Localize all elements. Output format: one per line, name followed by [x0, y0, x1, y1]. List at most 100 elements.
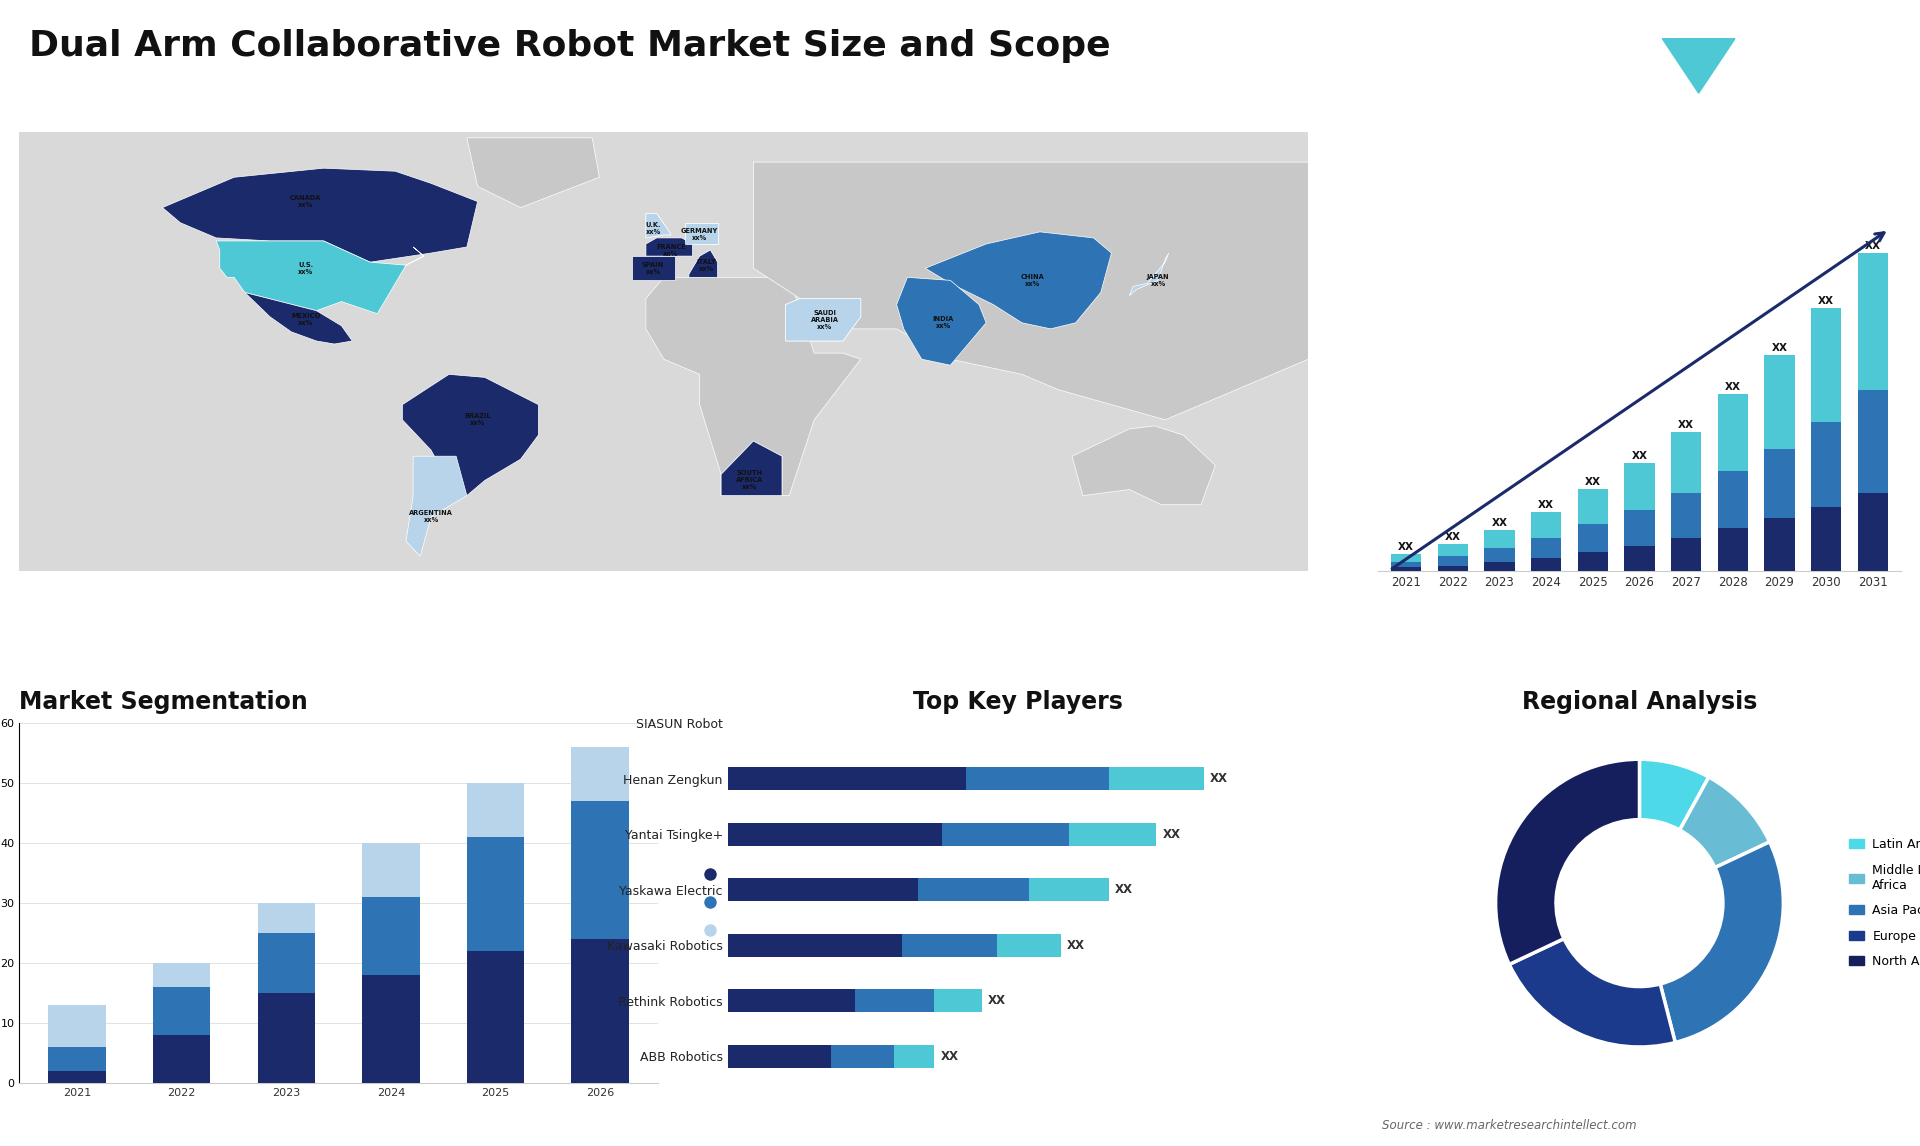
Text: GERMANY
xx%: GERMANY xx% — [682, 228, 718, 242]
Text: SOUTH
AFRICA
xx%: SOUTH AFRICA xx% — [735, 471, 764, 490]
Bar — [1108, 767, 1204, 791]
Polygon shape — [645, 213, 670, 238]
Bar — [1718, 528, 1747, 572]
Text: XX: XX — [1772, 343, 1788, 353]
Text: XX: XX — [1068, 939, 1085, 952]
Bar — [728, 1045, 831, 1068]
Text: ARGENTINA
xx%: ARGENTINA xx% — [409, 510, 453, 524]
Bar — [467, 838, 524, 951]
Bar — [1718, 394, 1747, 471]
Bar — [467, 951, 524, 1083]
Text: INDIA
xx%: INDIA xx% — [933, 316, 954, 329]
Bar — [1859, 253, 1887, 391]
Bar — [933, 989, 981, 1012]
Polygon shape — [753, 162, 1308, 419]
Text: MEXICO
xx%: MEXICO xx% — [292, 313, 321, 327]
Text: XX: XX — [1162, 827, 1181, 841]
Wedge shape — [1680, 777, 1770, 868]
Polygon shape — [1129, 253, 1169, 296]
Polygon shape — [163, 168, 478, 262]
Text: SAUDI
ARABIA
xx%: SAUDI ARABIA xx% — [810, 309, 839, 330]
Bar — [1811, 507, 1841, 572]
Bar — [1438, 544, 1469, 556]
Bar — [48, 1005, 106, 1047]
Bar — [1670, 493, 1701, 537]
Bar — [572, 747, 630, 801]
Polygon shape — [785, 299, 860, 342]
Text: XX: XX — [1632, 452, 1647, 462]
Polygon shape — [1663, 39, 1736, 93]
Bar — [1624, 463, 1655, 510]
Bar — [154, 1035, 211, 1083]
Bar — [728, 823, 943, 846]
Bar — [1811, 422, 1841, 507]
Polygon shape — [689, 250, 718, 277]
Bar — [1390, 562, 1421, 567]
Text: Market Segmentation: Market Segmentation — [19, 690, 307, 714]
Text: XX: XX — [1538, 501, 1553, 510]
Polygon shape — [785, 299, 860, 342]
Text: Dual Arm Collaborative Robot Market Size and Scope: Dual Arm Collaborative Robot Market Size… — [29, 29, 1110, 63]
Bar — [1438, 556, 1469, 565]
Bar — [1578, 524, 1607, 551]
Bar — [1484, 548, 1515, 562]
Bar — [572, 939, 630, 1083]
Bar — [1764, 518, 1795, 572]
Polygon shape — [897, 277, 987, 366]
Text: XX: XX — [941, 1050, 958, 1062]
Bar — [363, 843, 420, 897]
Text: CANADA
xx%: CANADA xx% — [290, 195, 321, 209]
Bar — [257, 933, 315, 994]
Text: XX: XX — [1444, 532, 1461, 542]
Bar — [831, 1045, 895, 1068]
Legend: Type, Application, Geography: Type, Application, Geography — [691, 863, 816, 943]
Bar — [902, 934, 998, 957]
Polygon shape — [722, 441, 781, 495]
Bar — [48, 1047, 106, 1072]
Bar — [1859, 493, 1887, 572]
Bar — [48, 1072, 106, 1083]
Bar — [1624, 510, 1655, 545]
Bar — [1670, 432, 1701, 493]
Text: XX: XX — [1398, 542, 1415, 551]
Polygon shape — [722, 441, 781, 495]
Text: XX: XX — [1584, 477, 1601, 487]
Text: JAPAN
xx%: JAPAN xx% — [1146, 274, 1169, 286]
Bar — [728, 934, 902, 957]
Bar — [1811, 308, 1841, 422]
Text: XX: XX — [1116, 884, 1133, 896]
Wedge shape — [1661, 842, 1784, 1043]
Circle shape — [1555, 819, 1722, 987]
Wedge shape — [1509, 939, 1676, 1047]
Wedge shape — [1496, 760, 1640, 965]
Bar — [1670, 537, 1701, 572]
Polygon shape — [467, 138, 599, 207]
Bar — [1438, 565, 1469, 572]
Text: XX: XX — [989, 995, 1006, 1007]
Polygon shape — [246, 292, 351, 344]
Text: U.S.
xx%: U.S. xx% — [298, 261, 313, 275]
Polygon shape — [925, 231, 1112, 329]
Polygon shape — [217, 241, 424, 314]
Bar — [998, 934, 1062, 957]
Bar — [154, 963, 211, 987]
Polygon shape — [689, 250, 718, 277]
Polygon shape — [403, 375, 538, 495]
Polygon shape — [645, 277, 860, 495]
Bar — [1764, 449, 1795, 518]
Bar — [1484, 562, 1515, 572]
Bar — [572, 801, 630, 939]
Polygon shape — [645, 238, 693, 256]
Text: XX: XX — [1678, 419, 1693, 430]
Title: Regional Analysis: Regional Analysis — [1523, 690, 1757, 714]
Text: Source : www.marketresearchintellect.com: Source : www.marketresearchintellect.com — [1382, 1120, 1638, 1132]
Bar — [1069, 823, 1156, 846]
Bar — [1859, 391, 1887, 493]
Bar — [363, 975, 420, 1083]
Bar — [257, 903, 315, 933]
Bar — [918, 878, 1029, 902]
Polygon shape — [645, 238, 693, 256]
Bar — [1390, 554, 1421, 562]
Bar — [154, 987, 211, 1035]
Bar — [1530, 537, 1561, 558]
